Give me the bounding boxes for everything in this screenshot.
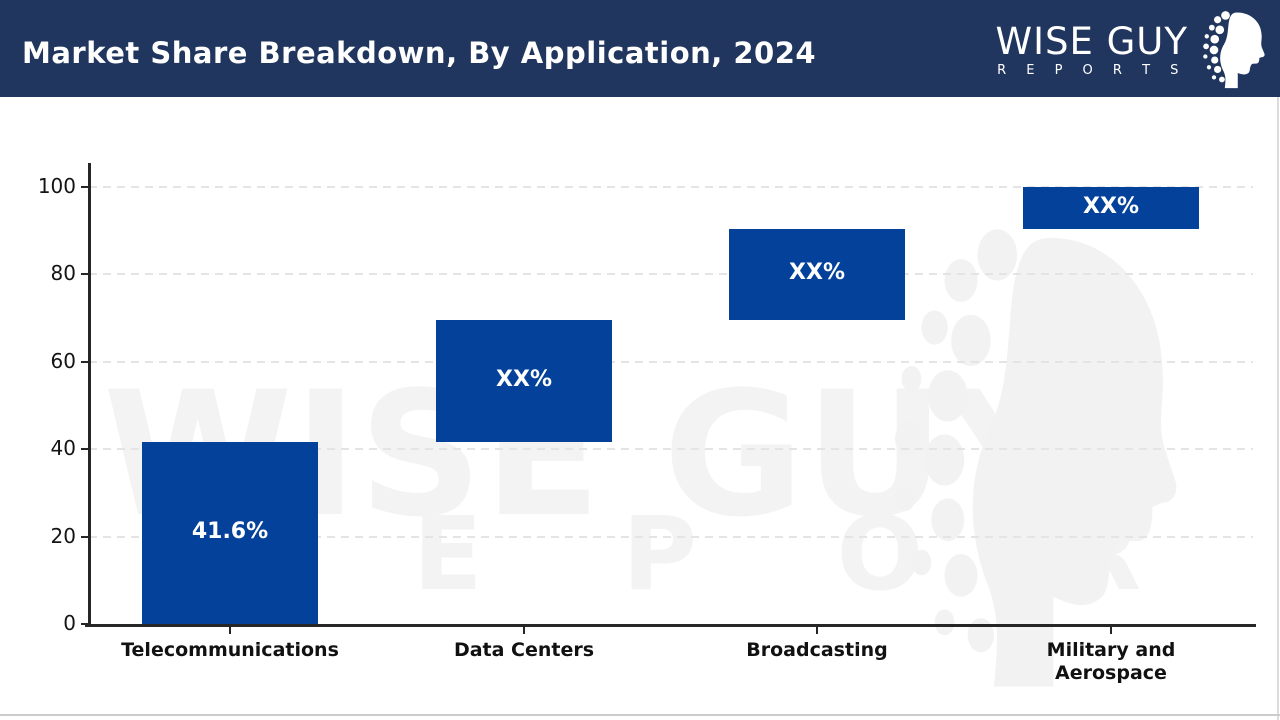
x-tick-mark — [229, 626, 231, 634]
page-title: Market Share Breakdown, By Application, … — [22, 36, 817, 70]
right-border — [1277, 97, 1279, 720]
x-tick-label: Broadcasting — [746, 639, 888, 661]
x-tick-label: Telecommunications — [121, 639, 339, 661]
logo-subtitle: R E P O R T S — [997, 63, 1187, 78]
wiseguy-logo: WISE GUY R E P O R T S — [996, 6, 1266, 94]
gridline-100 — [89, 186, 1253, 188]
gridline-20 — [89, 535, 1253, 538]
bar-segment — [729, 228, 905, 320]
x-tick-label: Data Centers — [453, 639, 595, 661]
y-tick-mark — [81, 448, 89, 451]
y-tick-mark — [81, 186, 89, 188]
y-axis-line — [88, 163, 91, 626]
wiseguy-face-icon — [1203, 11, 1265, 89]
logo-wordmark: WISE GUY — [995, 20, 1188, 63]
bottom-border — [0, 714, 1280, 716]
x-tick-mark — [523, 626, 525, 634]
plot-area: 0 20 40 60 80 100 41.6% Telecommunications XX% Da… — [0, 97, 1280, 720]
bar-value-label: XX% — [1083, 193, 1139, 219]
y-tick-label: 20 — [50, 523, 76, 548]
gridline-80 — [89, 273, 1253, 276]
x-tick-mark — [1110, 626, 1112, 634]
y-tick-mark — [81, 273, 89, 276]
bar-value-label: 41.6% — [191, 519, 269, 545]
bar-segment — [436, 319, 612, 443]
y-tick-mark — [81, 360, 89, 363]
x-tick-label: Military and Aerospace — [1046, 639, 1176, 684]
y-tick-label: 60 — [50, 348, 76, 373]
x-tick-mark — [816, 626, 818, 634]
chart-canvas: WISE GUY R E P O R T S 02040608010041.6%… — [0, 97, 1280, 720]
y-tick-label: 80 — [50, 261, 76, 286]
bar-value-label: XX% — [496, 367, 552, 393]
y-tick-mark — [81, 535, 89, 538]
x-axis-line — [85, 624, 1256, 627]
logo-text: WISE GUY R E P O R T S — [995, 20, 1188, 79]
y-tick-label: 100 — [37, 174, 76, 198]
y-tick-label: 0 — [63, 611, 76, 635]
header-bar: Market Share Breakdown, By Application, … — [0, 0, 1280, 97]
bar-value-label: XX% — [789, 260, 845, 286]
y-tick-label: 40 — [50, 436, 76, 461]
bar-segment — [1023, 187, 1199, 229]
gridline-40 — [89, 448, 1253, 451]
bar-segment — [142, 442, 318, 624]
gridline-60 — [89, 360, 1253, 363]
